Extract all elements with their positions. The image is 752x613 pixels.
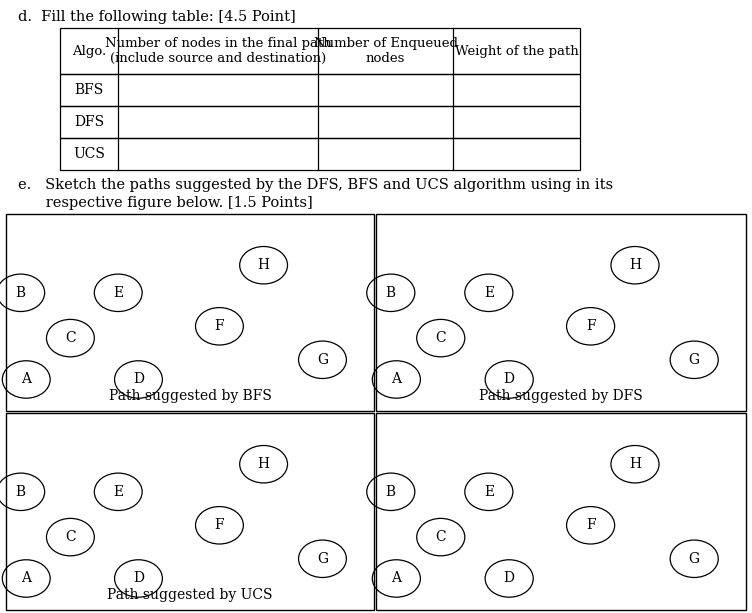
Bar bbox=[376, 413, 746, 610]
Text: d.  Fill the following table: [4.5 Point]: d. Fill the following table: [4.5 Point] bbox=[18, 10, 296, 24]
Text: Weight of the path: Weight of the path bbox=[455, 45, 578, 58]
Bar bbox=[6, 413, 374, 610]
Bar bbox=[6, 214, 374, 411]
Text: A: A bbox=[391, 373, 402, 386]
Text: B: B bbox=[386, 485, 396, 499]
Bar bbox=[60, 106, 580, 138]
Bar bbox=[60, 138, 580, 170]
Bar bbox=[60, 74, 580, 106]
Text: Algo.: Algo. bbox=[72, 45, 106, 58]
Text: UCS: UCS bbox=[73, 147, 105, 161]
Text: C: C bbox=[65, 530, 76, 544]
Text: respective figure below. [1.5 Points]: respective figure below. [1.5 Points] bbox=[18, 196, 313, 210]
Text: BFS: BFS bbox=[74, 83, 104, 97]
Text: F: F bbox=[586, 518, 596, 532]
Text: A: A bbox=[21, 373, 32, 386]
Text: E: E bbox=[484, 485, 494, 499]
Text: B: B bbox=[386, 286, 396, 300]
Text: Number of nodes in the final path
(include source and destination): Number of nodes in the final path (inclu… bbox=[105, 37, 332, 65]
Text: F: F bbox=[214, 319, 224, 333]
Text: F: F bbox=[214, 518, 224, 532]
Text: Path suggested by DFS: Path suggested by DFS bbox=[479, 389, 643, 403]
Text: B: B bbox=[16, 286, 26, 300]
Text: C: C bbox=[435, 530, 446, 544]
Text: A: A bbox=[391, 571, 402, 585]
Bar bbox=[376, 214, 746, 411]
Text: G: G bbox=[317, 552, 328, 566]
Text: H: H bbox=[258, 258, 270, 272]
Text: D: D bbox=[504, 373, 514, 386]
Text: D: D bbox=[133, 373, 144, 386]
Text: H: H bbox=[629, 457, 641, 471]
Text: E: E bbox=[484, 286, 494, 300]
Text: D: D bbox=[504, 571, 514, 585]
Bar bbox=[60, 28, 580, 74]
Text: Number of Enqueued
nodes: Number of Enqueued nodes bbox=[314, 37, 457, 65]
Text: Path suggested by UCS: Path suggested by UCS bbox=[108, 588, 273, 602]
Text: G: G bbox=[317, 352, 328, 367]
Text: e.   Sketch the paths suggested by the DFS, BFS and UCS algorithm using in its: e. Sketch the paths suggested by the DFS… bbox=[18, 178, 613, 192]
Text: Path suggested by BFS: Path suggested by BFS bbox=[108, 389, 271, 403]
Text: H: H bbox=[629, 258, 641, 272]
Text: A: A bbox=[21, 571, 32, 585]
Text: E: E bbox=[114, 485, 123, 499]
Text: C: C bbox=[435, 331, 446, 345]
Text: DFS: DFS bbox=[74, 115, 104, 129]
Text: B: B bbox=[16, 485, 26, 499]
Text: E: E bbox=[114, 286, 123, 300]
Text: G: G bbox=[689, 352, 700, 367]
Text: F: F bbox=[586, 319, 596, 333]
Text: G: G bbox=[689, 552, 700, 566]
Text: C: C bbox=[65, 331, 76, 345]
Text: D: D bbox=[133, 571, 144, 585]
Text: H: H bbox=[258, 457, 270, 471]
